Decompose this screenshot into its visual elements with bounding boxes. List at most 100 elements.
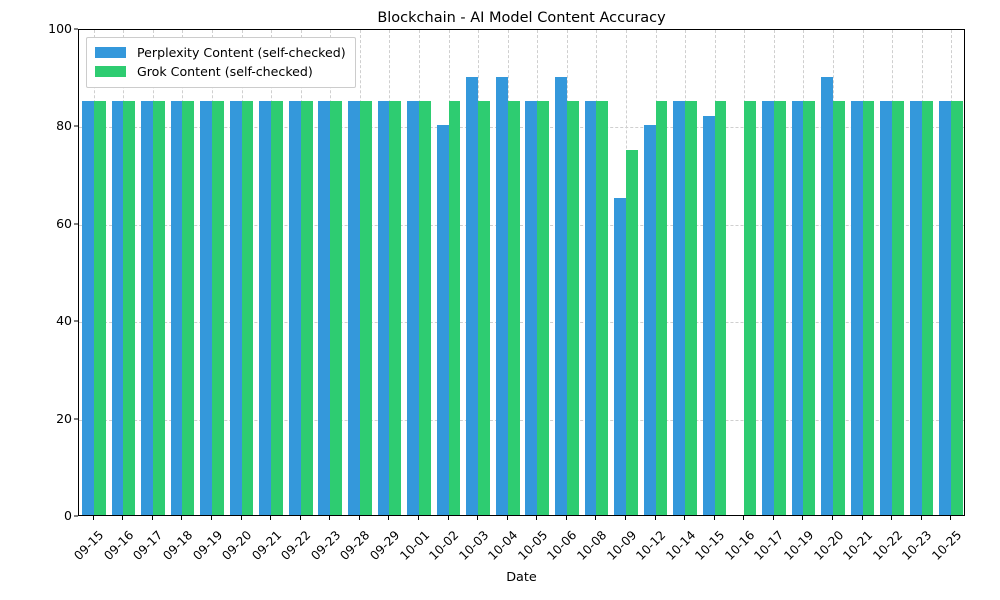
bar	[111, 101, 124, 515]
bar	[584, 101, 597, 515]
bar	[951, 101, 964, 515]
bar	[525, 101, 538, 515]
y-gridline	[79, 419, 964, 421]
legend-item[interactable]: Grok Content (self-checked)	[95, 62, 346, 81]
x-tick-mark	[831, 516, 833, 520]
x-tick-mark	[270, 516, 272, 520]
bar	[655, 101, 668, 515]
bar	[702, 115, 715, 515]
y-tick-mark	[74, 515, 78, 517]
x-tick-label: 09-15	[71, 528, 107, 563]
x-tick-mark	[477, 516, 479, 520]
bar	[495, 76, 508, 515]
bar	[596, 101, 609, 515]
bar	[685, 101, 697, 515]
x-tick-mark	[595, 516, 597, 520]
y-tick-label: 20	[56, 410, 72, 426]
legend-item[interactable]: Perplexity Content (self-checked)	[95, 43, 346, 62]
x-tick-mark	[506, 516, 508, 520]
x-tick-mark	[151, 516, 153, 520]
bar	[212, 101, 224, 515]
legend-label: Perplexity Content (self-checked)	[137, 45, 346, 60]
x-tick-label: 10-14	[663, 528, 699, 563]
x-tick-label: 09-21	[249, 528, 285, 563]
y-gridline	[79, 224, 964, 226]
y-tick-mark	[74, 320, 78, 322]
bar	[673, 101, 686, 515]
x-tick-label: 09-17	[130, 528, 166, 563]
y-gridline	[79, 322, 964, 324]
x-tick-mark	[211, 516, 213, 520]
x-tick-label: 09-18	[160, 528, 196, 563]
chart-title: Blockchain - AI Model Content Accuracy	[377, 10, 666, 26]
y-tick-label: 0	[64, 508, 72, 523]
x-tick-label: 10-25	[929, 528, 965, 563]
bar	[832, 101, 845, 515]
bar	[259, 101, 272, 515]
y-tick-mark	[74, 125, 78, 127]
x-tick-mark	[861, 516, 863, 520]
x-tick-label: 10-12	[633, 528, 669, 563]
bar	[93, 101, 106, 515]
x-tick-label: 10-16	[722, 528, 758, 563]
x-tick-mark	[743, 516, 745, 520]
x-tick-label: 09-22	[278, 528, 314, 563]
bar	[377, 101, 390, 515]
x-tick-mark	[299, 516, 301, 520]
bar	[537, 101, 550, 515]
x-tick-label: 09-29	[367, 528, 403, 563]
x-tick-mark	[181, 516, 183, 520]
bar	[200, 101, 213, 515]
x-tick-mark	[891, 516, 893, 520]
bar	[892, 101, 904, 515]
x-tick-label: 10-03	[456, 528, 492, 563]
x-tick-label: 10-08	[574, 528, 610, 563]
x-tick-label: 10-19	[781, 528, 817, 563]
x-tick-label: 10-04	[485, 528, 521, 563]
x-tick-label: 10-02	[426, 528, 462, 563]
bar	[448, 101, 461, 515]
x-tick-mark	[624, 516, 626, 520]
bar	[625, 149, 638, 515]
x-tick-mark	[329, 516, 331, 520]
bar	[330, 101, 343, 515]
y-gridline	[79, 127, 964, 129]
bar	[803, 101, 816, 515]
bar	[288, 101, 301, 515]
x-tick-mark	[240, 516, 242, 520]
x-tick-label: 10-22	[870, 528, 905, 563]
bar	[419, 101, 431, 515]
bar	[939, 101, 952, 515]
x-tick-label: 10-17	[751, 528, 787, 563]
x-tick-label: 10-21	[840, 528, 876, 563]
x-tick-mark	[802, 516, 804, 520]
y-tick-label: 60	[56, 215, 72, 231]
y-tick-mark	[74, 28, 78, 30]
bar	[909, 101, 922, 515]
x-tick-mark	[388, 516, 390, 520]
bar	[81, 101, 94, 515]
bar	[614, 198, 626, 515]
x-tick-mark	[565, 516, 567, 520]
x-tick-label: 10-15	[692, 528, 728, 563]
y-tick-label: 80	[56, 118, 72, 134]
plot-area	[78, 29, 965, 516]
x-tick-mark	[418, 516, 420, 520]
bar	[714, 101, 727, 515]
y-tick-label: 100	[48, 21, 72, 36]
x-axis-label: Date	[506, 570, 537, 585]
x-tick-label: 10-23	[899, 528, 935, 563]
bars-layer	[79, 30, 964, 515]
x-tick-label: 10-20	[810, 528, 846, 563]
bar	[141, 101, 153, 515]
x-tick-label: 09-19	[189, 528, 225, 563]
bar	[436, 125, 449, 515]
x-tick-mark	[447, 516, 449, 520]
bar	[850, 101, 863, 515]
bar	[773, 101, 786, 515]
bar	[152, 101, 165, 515]
bar	[921, 101, 934, 515]
bar	[318, 101, 331, 515]
x-tick-label: 09-20	[219, 528, 255, 563]
